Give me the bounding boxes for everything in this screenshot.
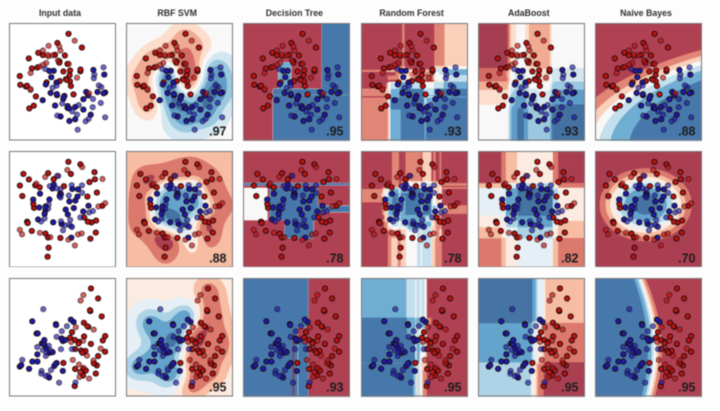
svg-text:.93: .93 [561, 125, 578, 139]
svg-text:.97: .97 [209, 125, 226, 139]
svg-text:.70: .70 [678, 251, 695, 265]
svg-text:.95: .95 [678, 381, 695, 395]
svg-text:.78: .78 [444, 251, 461, 265]
svg-text:.88: .88 [678, 125, 695, 139]
svg-text:.95: .95 [444, 381, 461, 395]
svg-text:.95: .95 [209, 381, 226, 395]
svg-text:.88: .88 [209, 251, 226, 265]
svg-text:.93: .93 [444, 125, 461, 139]
svg-text:.82: .82 [561, 251, 578, 265]
svg-text:.95: .95 [327, 125, 344, 139]
svg-text:.95: .95 [561, 381, 578, 395]
svg-text:.78: .78 [327, 251, 344, 265]
svg-text:.93: .93 [327, 381, 344, 395]
